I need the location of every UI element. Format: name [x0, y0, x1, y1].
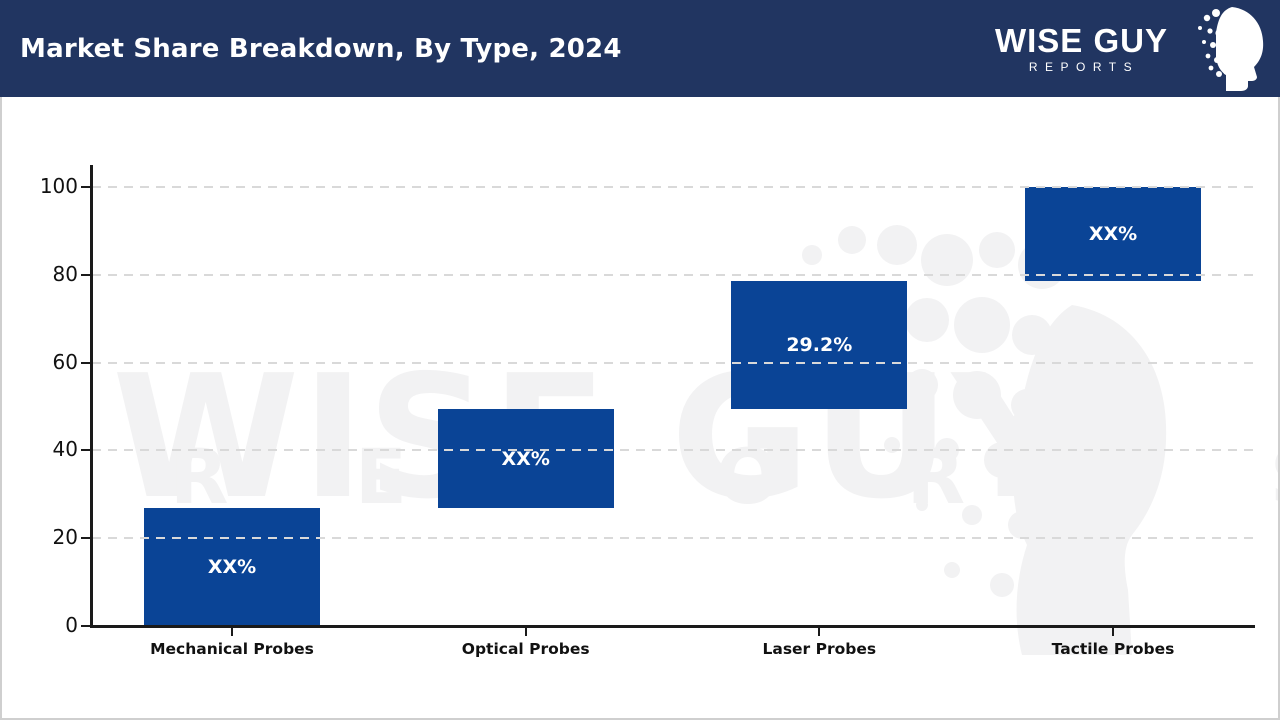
bar-mechanical-probes	[144, 507, 320, 626]
bar-tactile-probes	[1025, 187, 1201, 281]
x-tick-label-optical-probes: Optical Probes	[461, 640, 590, 658]
chart-plot-area: WISE GUY R E P O R T S XX% Mechanical Pro…	[0, 97, 1280, 720]
logo-subtitle: REPORTS	[1028, 59, 1140, 74]
y-tick-label-80: 80	[52, 261, 78, 286]
y-tick-60	[81, 361, 90, 364]
gridline-100	[92, 186, 1255, 188]
y-tick-label-100: 100	[39, 174, 78, 198]
y-tick-label-40: 40	[52, 437, 78, 462]
bar-value-label-tactile-probes: XX%	[1088, 222, 1138, 245]
y-tick-label-20: 20	[52, 525, 78, 550]
y-tick-label-0: 0	[65, 613, 78, 637]
y-tick-20	[81, 537, 90, 540]
x-tick-laser-probes	[818, 628, 821, 636]
logo-wordmark: WISE GUY	[994, 21, 1168, 59]
bar-laser-probes	[731, 280, 908, 410]
x-tick-label-laser-probes: Laser Probes	[762, 640, 877, 658]
bar-value-label-mechanical-probes: XX%	[207, 555, 257, 578]
x-tick-mechanical-probes	[231, 628, 233, 636]
x-tick-tactile-probes	[1112, 628, 1114, 636]
y-tick-0	[81, 625, 90, 627]
y-tick-40	[81, 449, 90, 452]
bar-value-label-optical-probes: XX%	[501, 447, 550, 470]
x-tick-label-mechanical-probes: Mechanical Probes	[150, 640, 314, 658]
bar-value-label-laser-probes: 29.2%	[786, 334, 853, 357]
wise-guy-reports-logo: WISE GUY REPORTS	[995, 5, 1266, 93]
logo-text: WISE GUY REPORTS	[995, 24, 1168, 74]
x-tick-optical-probes	[524, 628, 527, 636]
x-axis-line	[90, 625, 1255, 628]
x-tick-label-tactile-probes: Tactile Probes	[1051, 640, 1175, 658]
bar-optical-probes	[437, 409, 614, 508]
chart-title: Market Share Breakdown, By Type, 2024	[20, 33, 622, 64]
y-axis-line	[90, 165, 93, 628]
gridline-40	[92, 449, 1255, 452]
y-tick-100	[81, 186, 90, 188]
y-tick-80	[81, 273, 90, 276]
gridline-20	[92, 537, 1255, 540]
logo-face-icon	[1198, 6, 1264, 91]
gridline-80	[92, 273, 1255, 276]
header-bar: Market Share Breakdown, By Type, 2024 WI…	[0, 0, 1280, 97]
gridline-60	[92, 361, 1255, 364]
y-tick-label-60: 60	[52, 349, 78, 374]
